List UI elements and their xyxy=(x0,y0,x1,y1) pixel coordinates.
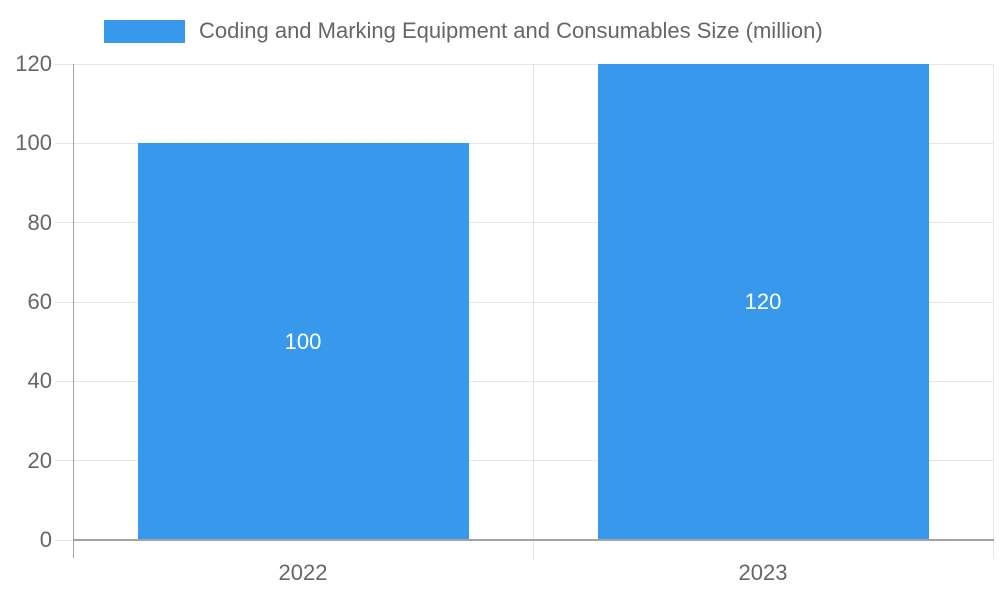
bar[interactable] xyxy=(137,143,469,540)
x-axis-tick-label: 2023 xyxy=(738,560,788,585)
legend-label: Coding and Marking Equipment and Consuma… xyxy=(199,18,823,43)
y-axis-tick-label: 60 xyxy=(27,289,52,314)
y-gridline xyxy=(55,142,993,144)
y-axis-tick-label: 80 xyxy=(27,209,52,235)
y-axis-tick-label: 40 xyxy=(27,368,52,394)
legend-swatch-icon xyxy=(104,19,185,43)
x-axis-tick-label: 2022 xyxy=(278,560,328,585)
y-gridline xyxy=(55,222,993,224)
y-axis-tick-label: 100 xyxy=(15,130,52,156)
bar[interactable] xyxy=(597,64,929,540)
y-axis-tick-label: 20 xyxy=(27,447,52,473)
x-gridline xyxy=(532,64,534,559)
y-gridline xyxy=(55,380,993,382)
y-axis-tick-label: 0 xyxy=(39,527,52,552)
bar-value-label: 120 xyxy=(744,289,782,314)
x-axis-line xyxy=(73,539,994,541)
legend[interactable]: Coding and Marking Equipment and Consuma… xyxy=(104,18,823,44)
y-gridline xyxy=(55,301,993,303)
y-axis-tick-label: 120 xyxy=(15,51,52,76)
y-gridline xyxy=(55,63,993,65)
bar-value-label: 100 xyxy=(284,328,322,354)
y-axis-line xyxy=(73,64,74,558)
y-gridline xyxy=(55,460,993,462)
x-gridline xyxy=(992,64,994,559)
